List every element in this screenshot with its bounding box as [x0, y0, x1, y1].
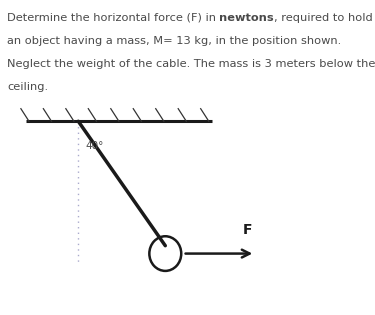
- Text: , required to hold: , required to hold: [274, 13, 373, 23]
- Text: 40°: 40°: [86, 141, 104, 152]
- Text: Neglect the weight of the cable. The mass is 3 meters below the: Neglect the weight of the cable. The mas…: [7, 59, 375, 69]
- Text: F: F: [243, 223, 253, 237]
- Text: ceiling.: ceiling.: [7, 82, 48, 92]
- Text: newtons: newtons: [219, 13, 274, 23]
- Text: an object having a mass, M= 13 kg, in the position shown.: an object having a mass, M= 13 kg, in th…: [7, 36, 342, 46]
- Text: Determine the horizontal force (F) in: Determine the horizontal force (F) in: [7, 13, 220, 23]
